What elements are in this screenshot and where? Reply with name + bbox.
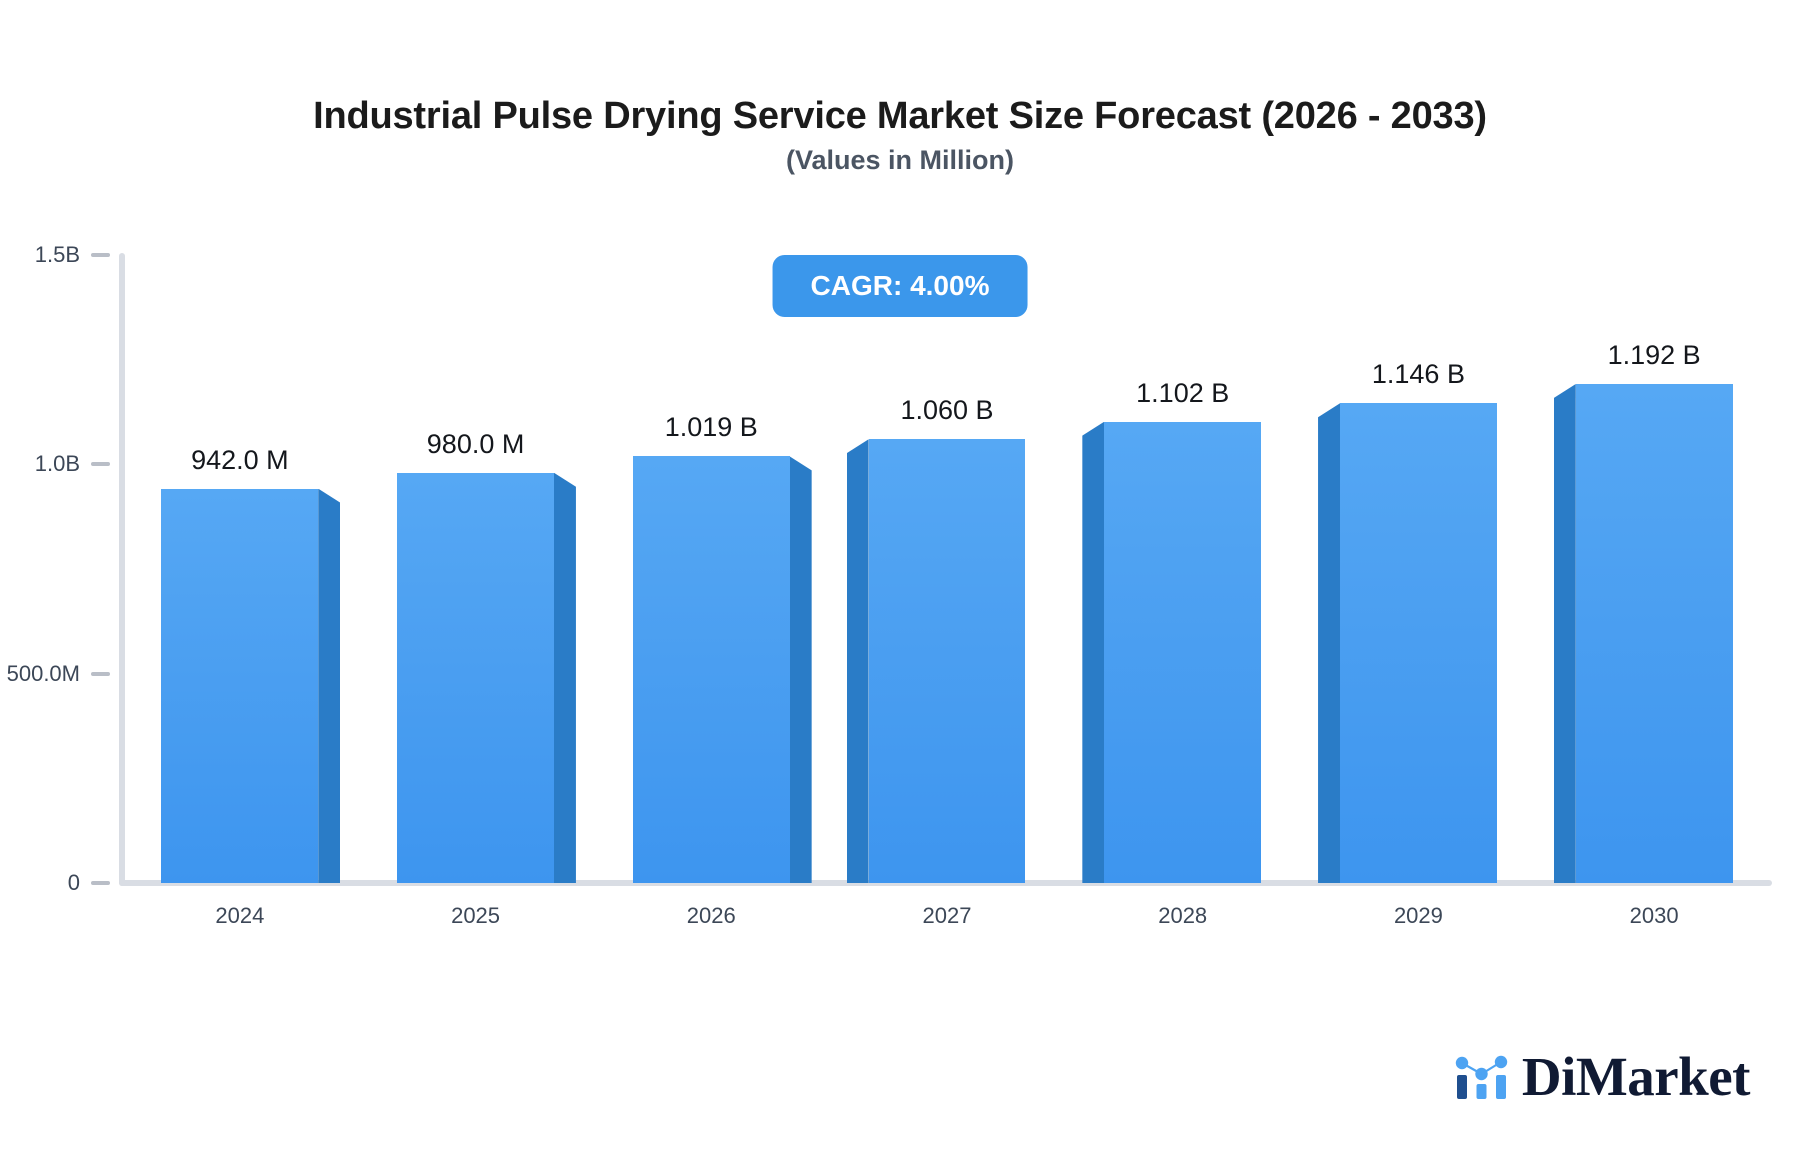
bar-front-face (632, 456, 790, 883)
x-axis-tick-label: 2024 (215, 903, 265, 928)
bar-side-face (789, 456, 812, 883)
bar-value-label: 1.019 B (664, 412, 758, 443)
bar-chart-dots-icon (1455, 1055, 1508, 1099)
cagr-badge: CAGR: 4.00% (772, 255, 1028, 317)
logo-text: DiMarket (1521, 1046, 1751, 1107)
bar-side-face (553, 472, 576, 883)
bar[interactable]: 1.102 B (1082, 378, 1262, 883)
bar-front-face (868, 439, 1026, 883)
y-axis-tick-label: 1.5B (34, 242, 80, 267)
x-axis-tick-label: 2027 (922, 903, 972, 928)
bar-value-label: 980.0 M (426, 428, 525, 459)
bar[interactable]: 1.019 B (632, 412, 812, 883)
bar-front-face (161, 488, 319, 883)
x-axis-tick-label: 2029 (1393, 903, 1443, 928)
y-axis-tick-mark (91, 671, 110, 676)
y-axis-line (119, 253, 125, 886)
y-axis-tick-label: 500.0M (6, 660, 80, 686)
bar-value-label: 1.060 B (900, 395, 994, 426)
bar-value-label: 1.146 B (1371, 359, 1465, 390)
y-axis-tick-label: 0 (67, 870, 80, 895)
y-axis-tick-mark (91, 462, 110, 467)
x-axis-tick-label: 2028 (1158, 903, 1208, 928)
bar-side-face (846, 439, 869, 883)
y-axis-tick-mark (91, 253, 110, 257)
bar-side-face (1318, 403, 1341, 883)
bar-side-face (318, 488, 341, 883)
dimarket-logo: DiMarket (1455, 1046, 1751, 1107)
bar[interactable]: 1.060 B (846, 395, 1026, 883)
bar-side-face (1082, 421, 1105, 883)
x-axis-tick-label: 2026 (686, 903, 736, 928)
bar[interactable]: 1.146 B (1318, 359, 1497, 883)
y-axis-tick-mark (91, 881, 110, 885)
bar-value-label: 1.192 B (1607, 339, 1701, 370)
bar-front-face (397, 472, 554, 883)
x-axis-tick-label: 2030 (1629, 903, 1679, 928)
bar-value-label: 942.0 M (191, 444, 289, 475)
x-axis-tick-label: 2025 (451, 903, 501, 928)
chart-title: Industrial Pulse Drying Service Market S… (313, 95, 1487, 137)
bar[interactable]: 980.0 M (397, 429, 576, 883)
y-axis-tick-label: 1.0B (34, 451, 80, 477)
bar-side-face (1553, 383, 1576, 883)
bar-front-face (1575, 383, 1733, 883)
bar[interactable]: 1.192 B (1553, 340, 1733, 883)
bar-front-face (1104, 421, 1262, 883)
chart-subtitle: (Values in Million) (785, 145, 1015, 175)
bar[interactable]: 942.0 M (161, 445, 341, 883)
x-axis-line (119, 880, 1772, 886)
bar-value-label: 1.102 B (1136, 377, 1230, 408)
bar-front-face (1340, 403, 1497, 883)
